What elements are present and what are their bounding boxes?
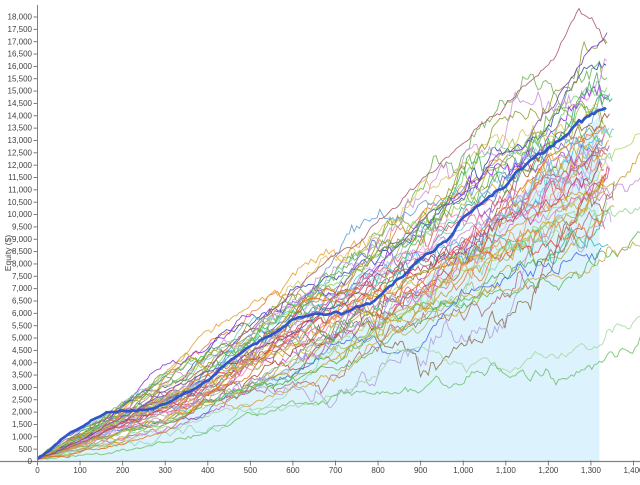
x-tick-label: 600 [286, 466, 300, 475]
y-tick-label: 1,500 [12, 420, 33, 429]
y-tick-label: 5,000 [12, 334, 33, 343]
y-tick-label: 13,000 [8, 136, 33, 145]
y-tick-label: 4,500 [12, 346, 33, 355]
y-tick-label: 11,500 [8, 173, 32, 182]
y-tick-label: 10,000 [8, 210, 33, 219]
x-tick-label: 800 [371, 466, 385, 475]
x-tick-label: 200 [116, 466, 130, 475]
y-tick-label: 17,000 [8, 37, 33, 46]
y-tick-label: 12,000 [8, 161, 33, 170]
x-tick-label: 1,400 [623, 466, 640, 475]
y-tick-label: 11,000 [8, 185, 32, 194]
x-tick-label: 500 [244, 466, 258, 475]
x-tick-label: 900 [414, 466, 428, 475]
x-tick-label: 400 [201, 466, 215, 475]
y-tick-label: 2,000 [12, 408, 33, 417]
y-tick-label: 3,500 [12, 371, 33, 380]
y-tick-label: 16,500 [8, 50, 33, 59]
y-tick-label: 6,000 [12, 309, 33, 318]
y-tick-label: 4,000 [12, 358, 33, 367]
y-tick-label: 17,500 [8, 25, 33, 34]
y-tick-label: 1,000 [12, 432, 33, 441]
x-tick-label: 1,000 [453, 466, 474, 475]
x-tick-label: 0 [35, 466, 40, 475]
y-tick-label: 0 [28, 457, 33, 466]
x-tick-label: 1,200 [538, 466, 559, 475]
y-tick-label: 16,000 [8, 62, 33, 71]
y-tick-label: 15,500 [8, 74, 33, 83]
x-tick-label: 100 [73, 466, 87, 475]
y-tick-label: 5,500 [12, 321, 33, 330]
y-tick-label: 15,000 [8, 87, 33, 96]
y-tick-label: 8,000 [12, 260, 33, 269]
y-tick-label: 3,000 [12, 383, 33, 392]
y-tick-label: 13,500 [8, 124, 33, 133]
y-tick-label: 2,500 [12, 395, 33, 404]
y-tick-label: 14,500 [8, 99, 33, 108]
x-tick-label: 1,300 [581, 466, 602, 475]
y-tick-label: 10,500 [8, 198, 33, 207]
y-tick-label: 500 [19, 445, 33, 454]
x-tick-label: 300 [159, 466, 173, 475]
x-axis: 0 100 200 300 400 500 600 700 800 900 1,000 1,100 1,… [0, 461, 640, 476]
y-tick-label: 18,000 [8, 13, 33, 22]
y-tick-label: 9,000 [12, 235, 33, 244]
y-tick-label: 12,500 [8, 148, 33, 157]
y-tick-label: 7,500 [12, 272, 33, 281]
y-axis-title: Equity ($) [3, 235, 13, 272]
x-tick-label: 700 [329, 466, 343, 475]
y-tick-label: 8,500 [12, 247, 33, 256]
y-tick-label: 7,000 [12, 284, 33, 293]
y-tick-label: 6,500 [12, 297, 33, 306]
y-tick-label: 14,000 [8, 111, 33, 120]
y-tick-label: 9,500 [12, 223, 33, 232]
x-tick-label: 1,100 [496, 466, 517, 475]
